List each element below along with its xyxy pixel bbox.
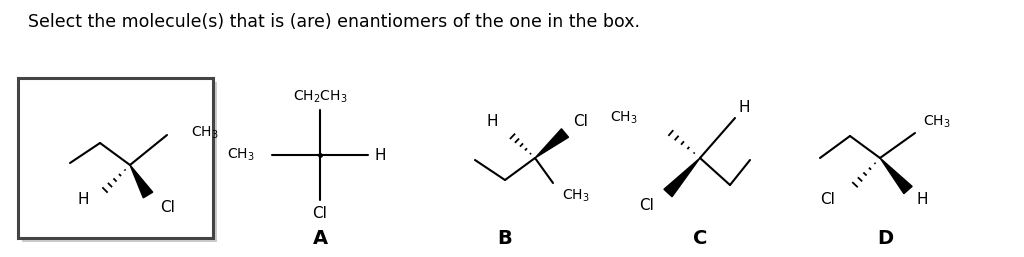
Text: H: H (77, 192, 89, 207)
Text: $\mathregular{CH_3}$: $\mathregular{CH_3}$ (923, 114, 950, 130)
Polygon shape (130, 165, 153, 198)
Text: $\mathregular{CH_3}$: $\mathregular{CH_3}$ (610, 110, 638, 126)
Text: D: D (877, 228, 893, 247)
Polygon shape (664, 158, 700, 197)
Polygon shape (880, 158, 912, 194)
Bar (18, 78, 213, 238)
Text: C: C (693, 228, 708, 247)
Text: H: H (916, 192, 928, 207)
Text: $\mathregular{CH_3}$: $\mathregular{CH_3}$ (227, 147, 255, 163)
Text: H: H (375, 148, 386, 162)
Text: Cl: Cl (573, 115, 588, 130)
Polygon shape (535, 129, 568, 158)
Text: H: H (486, 115, 498, 130)
Text: B: B (498, 228, 512, 247)
Text: H: H (738, 100, 750, 115)
Text: Cl: Cl (639, 197, 654, 213)
Text: $\mathregular{CH_2CH_3}$: $\mathregular{CH_2CH_3}$ (293, 89, 347, 105)
Text: Cl: Cl (160, 200, 175, 216)
Text: $\mathregular{CH_3}$: $\mathregular{CH_3}$ (562, 188, 590, 204)
Text: $\mathregular{CH_3}$: $\mathregular{CH_3}$ (191, 125, 219, 141)
Text: Cl: Cl (820, 192, 835, 207)
Bar (22, 82, 217, 242)
Text: Cl: Cl (312, 206, 328, 221)
Text: A: A (312, 228, 328, 247)
Text: Select the molecule(s) that is (are) enantiomers of the one in the box.: Select the molecule(s) that is (are) ena… (28, 13, 640, 31)
